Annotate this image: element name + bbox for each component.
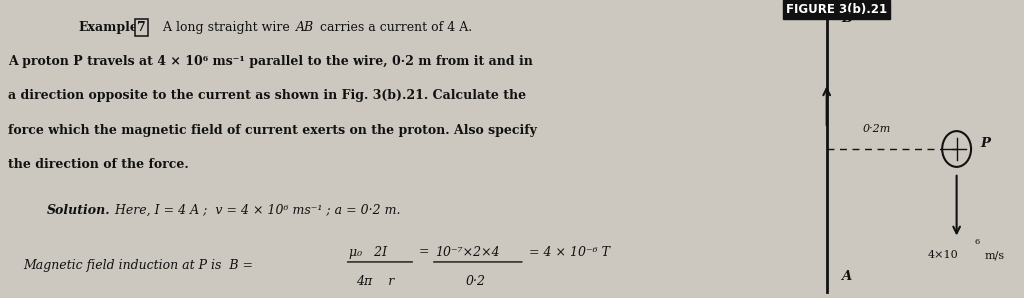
Text: A: A [841,270,851,283]
Text: 4×10: 4×10 [928,250,958,260]
Text: 7: 7 [137,21,145,34]
Text: m/s: m/s [984,250,1005,260]
Text: 6: 6 [975,238,980,246]
Text: P: P [981,136,990,150]
Text: Magnetic field induction at P is  B =: Magnetic field induction at P is B = [24,259,254,272]
Text: force which the magnetic field of current exerts on the proton. Also specify: force which the magnetic field of curren… [8,124,537,137]
Text: a direction opposite to the current as shown in Fig. 3(b).21. Calculate the: a direction opposite to the current as s… [8,89,526,103]
Text: Example: Example [79,21,138,34]
Text: A long straight wire: A long straight wire [159,21,294,34]
Text: 0·2m: 0·2m [863,124,891,134]
Text: 10⁻⁷×2×4: 10⁻⁷×2×4 [435,246,500,259]
Text: A proton P travels at 4 × 10⁶ ms⁻¹ parallel to the wire, 0·2 m from it and in: A proton P travels at 4 × 10⁶ ms⁻¹ paral… [8,55,532,68]
Text: =: = [419,246,430,259]
Text: μ₀   2I: μ₀ 2I [348,246,387,259]
Text: AB: AB [296,21,314,34]
Text: Here, I = 4 A ;  v = 4 × 10⁶ ms⁻¹ ; a = 0·2 m.: Here, I = 4 A ; v = 4 × 10⁶ ms⁻¹ ; a = 0… [112,204,400,217]
Text: FIGURE 3(b).21: FIGURE 3(b).21 [785,3,887,16]
Text: B: B [841,12,852,25]
Text: 0·2: 0·2 [466,275,486,288]
Text: carries a current of 4 A.: carries a current of 4 A. [315,21,472,34]
Text: the direction of the force.: the direction of the force. [8,158,188,171]
Text: 4π    r: 4π r [356,275,394,288]
Text: = 4 × 10⁻⁶ T: = 4 × 10⁻⁶ T [528,246,609,259]
Text: Solution.: Solution. [47,204,111,217]
